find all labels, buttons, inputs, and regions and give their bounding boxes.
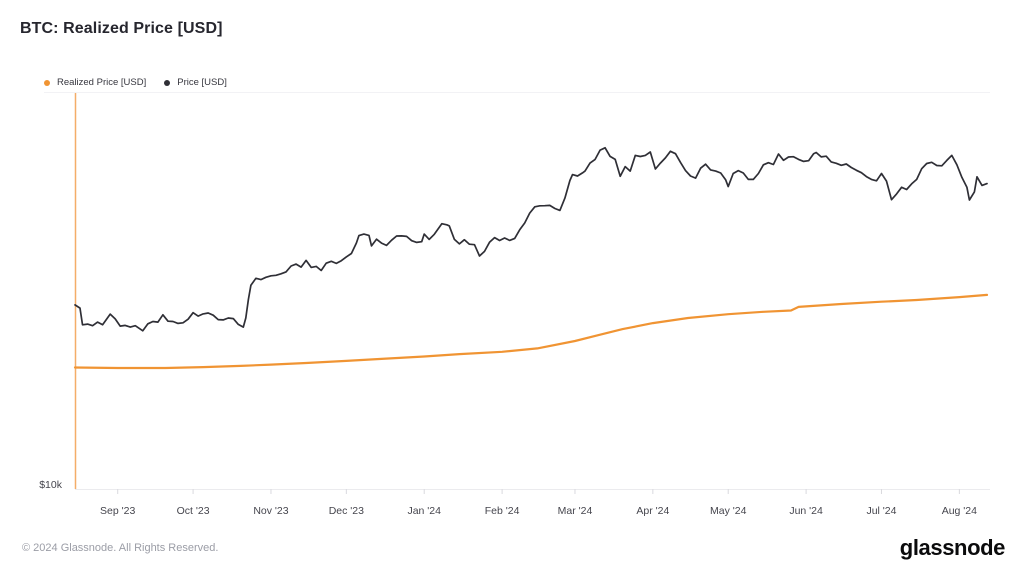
x-tick-label: Sep '23 <box>100 505 135 517</box>
legend-label-realized-price: Realized Price [USD] <box>57 77 147 88</box>
copyright-text: © 2024 Glassnode. All Rights Reserved. <box>22 542 219 554</box>
series-line-realized-price <box>73 293 989 370</box>
x-tick-label: Jun '24 <box>789 505 823 517</box>
chart-legend: Realized Price [USD] Price [USD] <box>44 77 227 88</box>
x-tick-label: May '24 <box>710 505 747 517</box>
x-tick-label: Mar '24 <box>558 505 593 517</box>
legend-item-realized-price[interactable]: Realized Price [USD] <box>44 77 146 88</box>
legend-item-price[interactable]: Price [USD] <box>164 77 227 88</box>
x-tick-label: Jul '24 <box>866 505 896 517</box>
y-tick-label: $10k <box>39 479 63 491</box>
realized-price-dot-icon <box>44 79 50 86</box>
page-title: BTC: Realized Price [USD] <box>20 20 223 37</box>
glassnode-logo: glassnode <box>899 535 1006 560</box>
x-tick-label: Apr '24 <box>636 505 669 517</box>
price-dot-icon <box>164 79 171 86</box>
x-tick-label: Feb '24 <box>485 505 520 517</box>
x-tick-label: Nov '23 <box>253 505 288 517</box>
series-line-price <box>74 146 988 332</box>
x-tick-label: Dec '23 <box>329 505 364 517</box>
legend-label-price: Price [USD] <box>177 77 227 88</box>
x-tick-label: Oct '23 <box>177 505 210 517</box>
x-tick-label: Aug '24 <box>942 505 977 517</box>
x-tick-label: Jan '24 <box>407 505 441 517</box>
